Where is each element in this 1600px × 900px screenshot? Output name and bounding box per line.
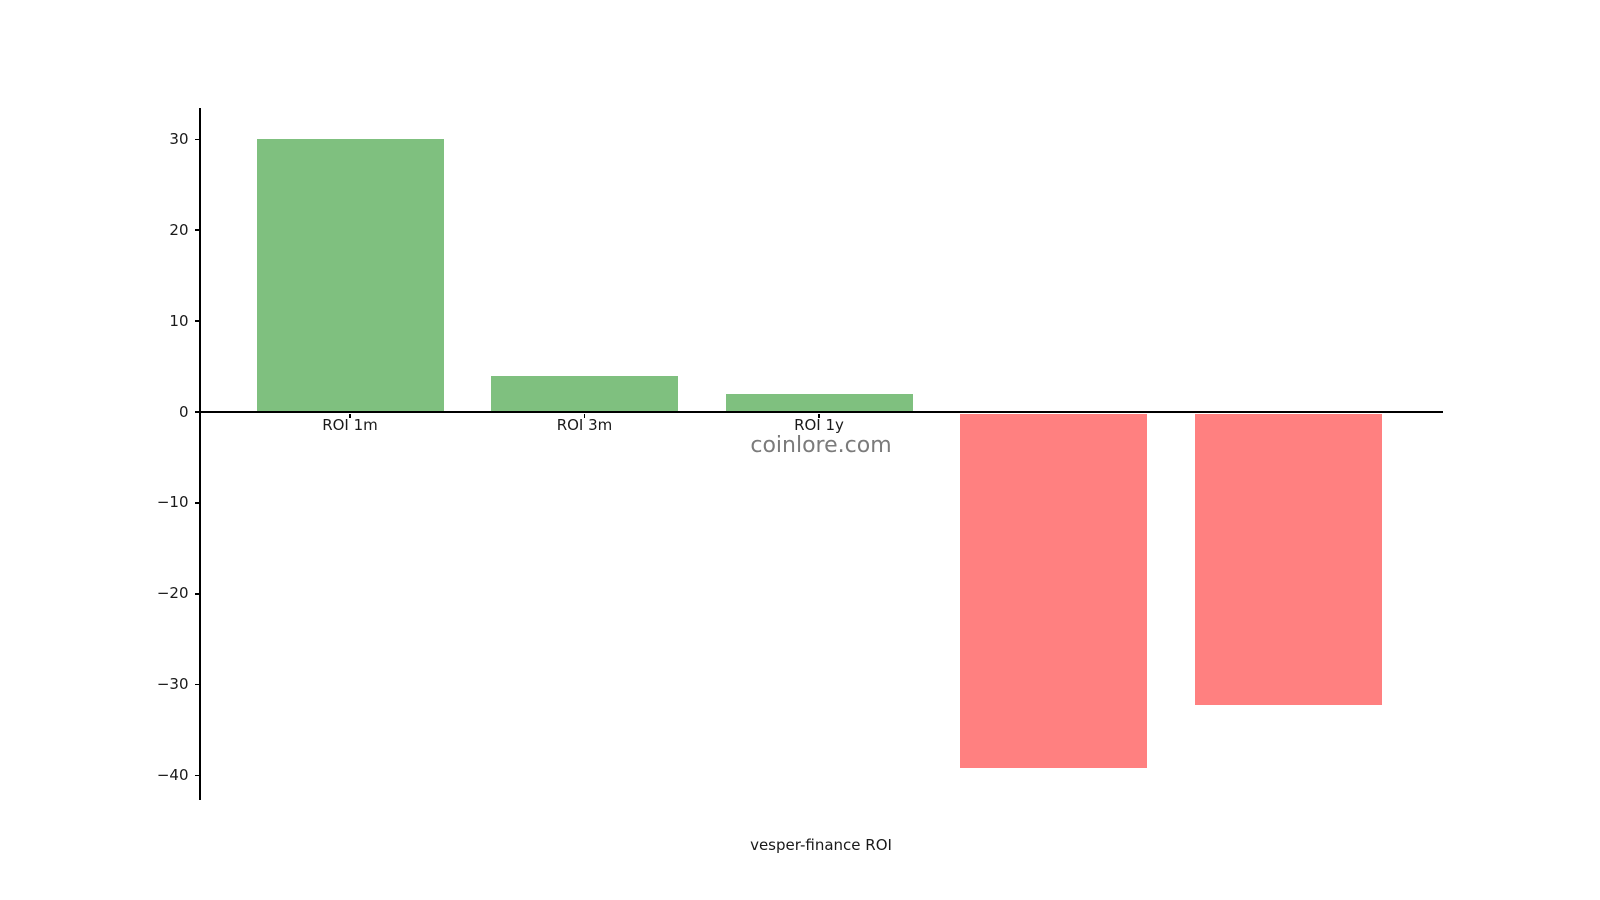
- watermark: coinlore.com: [750, 433, 892, 458]
- x-tick-label: ROI 1m: [322, 416, 378, 434]
- y-tick-mark: [194, 411, 199, 413]
- bar-roi-1y: [725, 393, 913, 412]
- y-tick-label: 0: [178, 402, 189, 421]
- y-tick-label: −20: [156, 584, 189, 603]
- x-tick-mark: [583, 413, 586, 418]
- y-tick-label: 30: [169, 129, 189, 148]
- y-tick-mark: [194, 320, 199, 322]
- bar-roi-3m: [491, 375, 678, 412]
- x-tick-mark: [818, 413, 820, 418]
- x-tick-label: ROI 3m: [556, 416, 613, 434]
- x-axis-zero-line: [199, 411, 1443, 413]
- y-axis-spine: [199, 108, 201, 800]
- bar-roi-1m: [256, 139, 444, 412]
- y-tick-mark: [194, 229, 199, 231]
- y-tick-label: −40: [156, 766, 189, 785]
- y-tick-label: 10: [169, 311, 189, 330]
- x-tick-mark: [349, 413, 351, 418]
- y-tick-label: −30: [156, 675, 189, 694]
- y-tick-mark: [194, 684, 199, 686]
- y-tick-label: 20: [169, 220, 189, 239]
- bar-unlabeled-4: [960, 413, 1147, 769]
- y-tick-label: −10: [156, 493, 189, 512]
- chart-title: vesper-finance ROI: [750, 836, 892, 854]
- y-tick-mark: [194, 593, 199, 595]
- y-tick-mark: [194, 138, 199, 140]
- y-tick-mark: [194, 502, 199, 504]
- x-tick-label: ROI 1y: [794, 416, 844, 434]
- y-tick-mark: [194, 775, 199, 777]
- bar-unlabeled-5: [1194, 413, 1382, 705]
